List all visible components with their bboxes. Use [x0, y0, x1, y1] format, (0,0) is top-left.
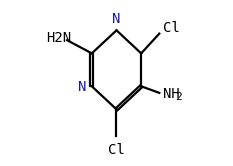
Text: N: N	[112, 12, 121, 26]
Text: Cl: Cl	[108, 143, 125, 157]
Text: Cl: Cl	[163, 21, 180, 35]
Text: N: N	[78, 80, 86, 94]
Text: 2: 2	[175, 92, 182, 102]
Text: NH: NH	[163, 87, 180, 101]
Text: H2N: H2N	[47, 31, 72, 45]
